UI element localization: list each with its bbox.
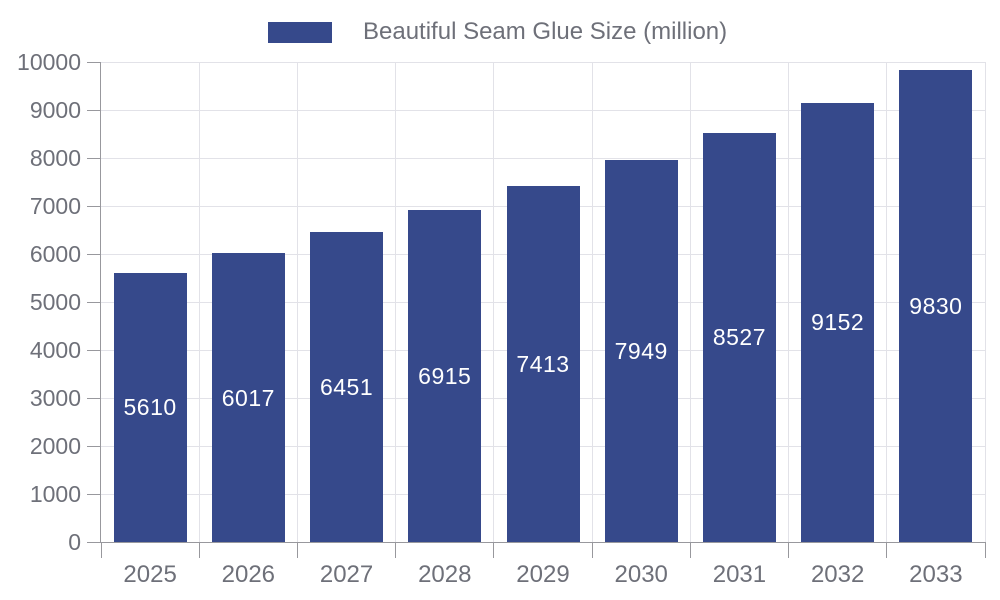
bar-value-label-2027: 6451 [319,374,374,401]
bar-value-label-2030: 7949 [614,338,668,365]
gridline-vertical-8 [886,62,888,542]
y-axis-tick-2000 [87,445,101,447]
x-axis-label-2026: 2026 [221,561,276,588]
y-axis-tick-7000 [87,205,101,207]
bar-2030[interactable]: 7949 [604,160,678,542]
bar-2029[interactable]: 7413 [506,186,580,542]
gridline-vertical-4 [493,62,495,542]
bar-2033[interactable]: 9830 [899,70,973,542]
y-axis-tick-9000 [87,109,101,111]
bar-value-label-2028: 6915 [418,363,472,390]
x-axis-tick-0 [100,542,102,558]
x-axis-tick-2 [296,542,298,558]
y-axis-tick-6000 [87,253,101,255]
y-axis-tick-4000 [87,349,101,351]
x-axis-label-2028: 2028 [418,561,472,588]
y-axis-label-3000: 3000 [29,385,81,411]
y-axis-tick-0 [87,541,101,543]
gridline-vertical-3 [395,62,397,542]
gridline-horizontal-8000 [101,157,985,159]
y-axis-tick-10000 [87,61,101,63]
y-axis-label-8000: 8000 [29,145,81,171]
x-axis-label-2031: 2031 [712,561,767,588]
x-axis-label-2029: 2029 [516,561,570,588]
bar-2032[interactable]: 9152 [801,102,875,542]
y-axis-label-7000: 7000 [29,193,81,219]
x-axis-tick-1 [198,542,200,558]
gridline-vertical-5 [591,62,593,542]
gridline-vertical-6 [689,62,691,542]
x-axis-tick-6 [689,542,691,558]
bar-2025[interactable]: 5610 [113,272,187,542]
bar-value-label-2031: 8527 [712,324,767,351]
bar-value-label-2026: 6017 [221,384,275,411]
y-axis-label-10000: 10000 [17,49,81,75]
x-axis-tick-5 [591,542,593,558]
gridline-horizontal-10000 [101,61,985,63]
bar-value-label-2029: 7413 [516,351,570,378]
x-axis-tick-3 [395,542,397,558]
gridline-vertical-7 [788,62,790,542]
gridline-vertical-1 [198,62,200,542]
y-axis-label-5000: 5000 [29,289,81,315]
bar-2028[interactable]: 6915 [408,210,482,542]
y-axis-label-6000: 6000 [29,241,81,267]
x-axis-label-2027: 2027 [319,561,374,588]
y-axis-line [100,62,101,542]
legend-label: Beautiful Seam Glue Size (million) [363,18,728,45]
y-axis-tick-3000 [87,397,101,399]
gridline-vertical-2 [296,62,298,542]
bar-value-label-2033: 9830 [909,293,963,320]
legend[interactable]: Beautiful Seam Glue Size (million) [268,18,727,46]
x-axis-label-2032: 2032 [810,561,865,588]
bar-2026[interactable]: 6017 [211,253,285,542]
y-axis-label-9000: 9000 [29,97,81,123]
y-axis-tick-8000 [87,157,101,159]
gridline-vertical-9 [984,62,986,542]
bar-value-label-2032: 9152 [811,309,865,336]
x-axis-tick-7 [788,542,790,558]
x-axis-label-2033: 2033 [909,561,963,588]
bar-2027[interactable]: 6451 [310,232,384,542]
gridline-horizontal-9000 [101,109,985,111]
x-axis-label-2030: 2030 [614,561,668,588]
y-axis-label-1000: 1000 [29,481,81,507]
y-axis-tick-5000 [87,301,101,303]
x-axis-tick-9 [984,542,986,558]
y-axis-label-4000: 4000 [29,337,81,363]
x-axis-tick-8 [886,542,888,558]
y-axis-label-0: 0 [68,529,81,555]
bar-2031[interactable]: 8527 [702,132,776,542]
bar-value-label-2025: 5610 [123,394,177,421]
y-axis-label-2000: 2000 [29,433,81,459]
x-axis-label-2025: 2025 [123,561,177,588]
x-axis-tick-4 [493,542,495,558]
x-axis-line [101,541,985,543]
y-axis-tick-1000 [87,493,101,495]
legend-swatch [268,21,332,43]
